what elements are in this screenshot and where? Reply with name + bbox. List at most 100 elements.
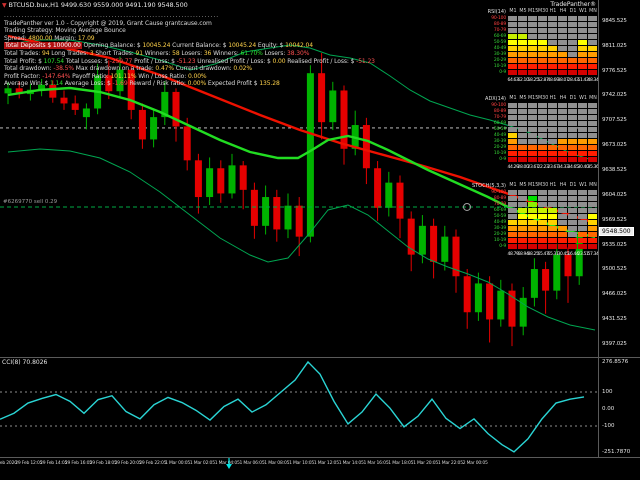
info-line: Spread: 4800.00 Margin: 17.09 bbox=[4, 34, 95, 42]
heatmap-cell bbox=[548, 109, 557, 114]
range-label: 90-100 bbox=[491, 103, 506, 108]
candle-body bbox=[318, 73, 326, 123]
heatmap-cell bbox=[508, 109, 517, 114]
heatmap-cell bbox=[558, 52, 567, 57]
heatmap-cell bbox=[518, 121, 527, 126]
heatmap-cell bbox=[548, 103, 557, 108]
heatmap-cell bbox=[528, 115, 537, 120]
heatmap-cell bbox=[588, 220, 597, 225]
heatmap-cell bbox=[578, 40, 587, 45]
time-label: 1 Mar 08:05 bbox=[264, 461, 290, 466]
timeframe-header: M15 bbox=[528, 183, 539, 188]
heatmap-cell bbox=[568, 52, 577, 57]
cci-axis-label: -100 bbox=[602, 423, 615, 429]
candle-body bbox=[407, 218, 415, 255]
heatmap-cell bbox=[528, 34, 537, 39]
subwindow-separator[interactable] bbox=[0, 357, 640, 358]
candle-body bbox=[284, 205, 292, 230]
cci-line bbox=[0, 360, 585, 453]
heatmap-cell bbox=[538, 40, 547, 45]
heatmap-cell bbox=[558, 157, 567, 162]
heatmap-cell bbox=[528, 157, 537, 162]
heatmap-cell bbox=[588, 208, 597, 213]
range-label: 90-100 bbox=[491, 190, 506, 195]
heatmap-cell bbox=[508, 70, 517, 75]
heatmap-cell bbox=[518, 157, 527, 162]
heatmap-cell bbox=[538, 109, 547, 114]
heatmap-cell bbox=[518, 244, 527, 249]
timeframe-header: H1 bbox=[549, 183, 557, 188]
heatmap-cell bbox=[518, 190, 527, 195]
heatmap-cell bbox=[538, 196, 547, 201]
heatmap-cell bbox=[578, 232, 587, 237]
heatmap-cell bbox=[568, 70, 577, 75]
heatmap-cell bbox=[508, 244, 517, 249]
panel-value: 23.67 bbox=[547, 165, 559, 170]
cci-axis-label: 100 bbox=[602, 389, 613, 395]
heatmap-cell bbox=[558, 133, 567, 138]
price-label: 9535.025 bbox=[602, 242, 627, 248]
heatmap-cell bbox=[588, 40, 597, 45]
heatmap-cell bbox=[588, 238, 597, 243]
panel-value: 16.44 bbox=[567, 252, 579, 257]
candle-body bbox=[508, 290, 516, 327]
heatmap-cell bbox=[588, 70, 597, 75]
price-axis-border bbox=[598, 0, 599, 457]
current-price-box: 9548.500 bbox=[599, 227, 634, 236]
heatmap-cell bbox=[568, 28, 577, 33]
heatmap-cell bbox=[588, 46, 597, 51]
candle-body bbox=[82, 108, 90, 118]
heatmap-cell bbox=[528, 139, 537, 144]
candles-group bbox=[4, 53, 583, 347]
info-line: Total drawdown: -38.5% Max drawdown on a… bbox=[4, 65, 252, 73]
heatmap-cell bbox=[558, 70, 567, 75]
heatmap-cell bbox=[578, 190, 587, 195]
heatmap-cell bbox=[518, 214, 527, 219]
heatmap-cell bbox=[568, 121, 577, 126]
heatmap-cell bbox=[528, 121, 537, 126]
candle-body bbox=[575, 234, 583, 277]
heatmap-cell bbox=[548, 58, 557, 63]
timeframe-header: D1 bbox=[569, 96, 577, 101]
panel-value: 65.31 bbox=[547, 252, 559, 257]
cci-axis-label: 0.00 bbox=[602, 406, 615, 412]
range-label: 80-89 bbox=[493, 196, 506, 201]
heatmap-cell bbox=[508, 16, 517, 21]
heatmap-cell bbox=[578, 52, 587, 57]
range-label: 90-100 bbox=[491, 16, 506, 21]
panel-value: 28.43 bbox=[567, 78, 579, 83]
panel-value: 62.10 bbox=[517, 78, 529, 83]
heatmap-cell bbox=[528, 103, 537, 108]
symbol-dropdown-caret[interactable]: ▼ bbox=[2, 2, 7, 9]
heatmap-cell bbox=[528, 226, 537, 231]
candle-body bbox=[295, 205, 303, 237]
timeframe-header: M5 bbox=[519, 183, 527, 188]
heatmap-cell bbox=[548, 133, 557, 138]
time-label: 29 Feb 16:05 bbox=[64, 461, 92, 466]
range-label: 0-9 bbox=[499, 244, 506, 249]
heatmap-cell bbox=[528, 196, 537, 201]
heatmap-cell bbox=[568, 145, 577, 150]
info-line: TradePanther ver 1.0 - Copyright @ 2019,… bbox=[4, 19, 212, 27]
timeframe-header: MN bbox=[589, 183, 597, 188]
heatmap-cell bbox=[558, 145, 567, 150]
heatmap-cell bbox=[568, 214, 577, 219]
candle-body bbox=[150, 117, 158, 140]
timeframe-header: W1 bbox=[579, 183, 587, 188]
info-line: Total Profit: $ 107.54 Total Losses: $ -… bbox=[4, 57, 375, 65]
bollinger-lower-band bbox=[7, 148, 596, 331]
heatmap-cell bbox=[558, 28, 567, 33]
candle-body bbox=[172, 91, 180, 127]
heatmap-cell bbox=[548, 196, 557, 201]
cci-subwindow[interactable] bbox=[0, 357, 598, 457]
heatmap-cell bbox=[538, 22, 547, 27]
heatmap-cell bbox=[528, 220, 537, 225]
heatmap-cell bbox=[578, 22, 587, 27]
heatmap-cell bbox=[528, 133, 537, 138]
heatmap-cell bbox=[558, 151, 567, 156]
range-label: 30-39 bbox=[493, 52, 506, 57]
candle-body bbox=[486, 283, 494, 320]
range-label: 0-9 bbox=[499, 70, 506, 75]
heatmap-cell bbox=[518, 58, 527, 63]
candle-body bbox=[553, 254, 561, 291]
